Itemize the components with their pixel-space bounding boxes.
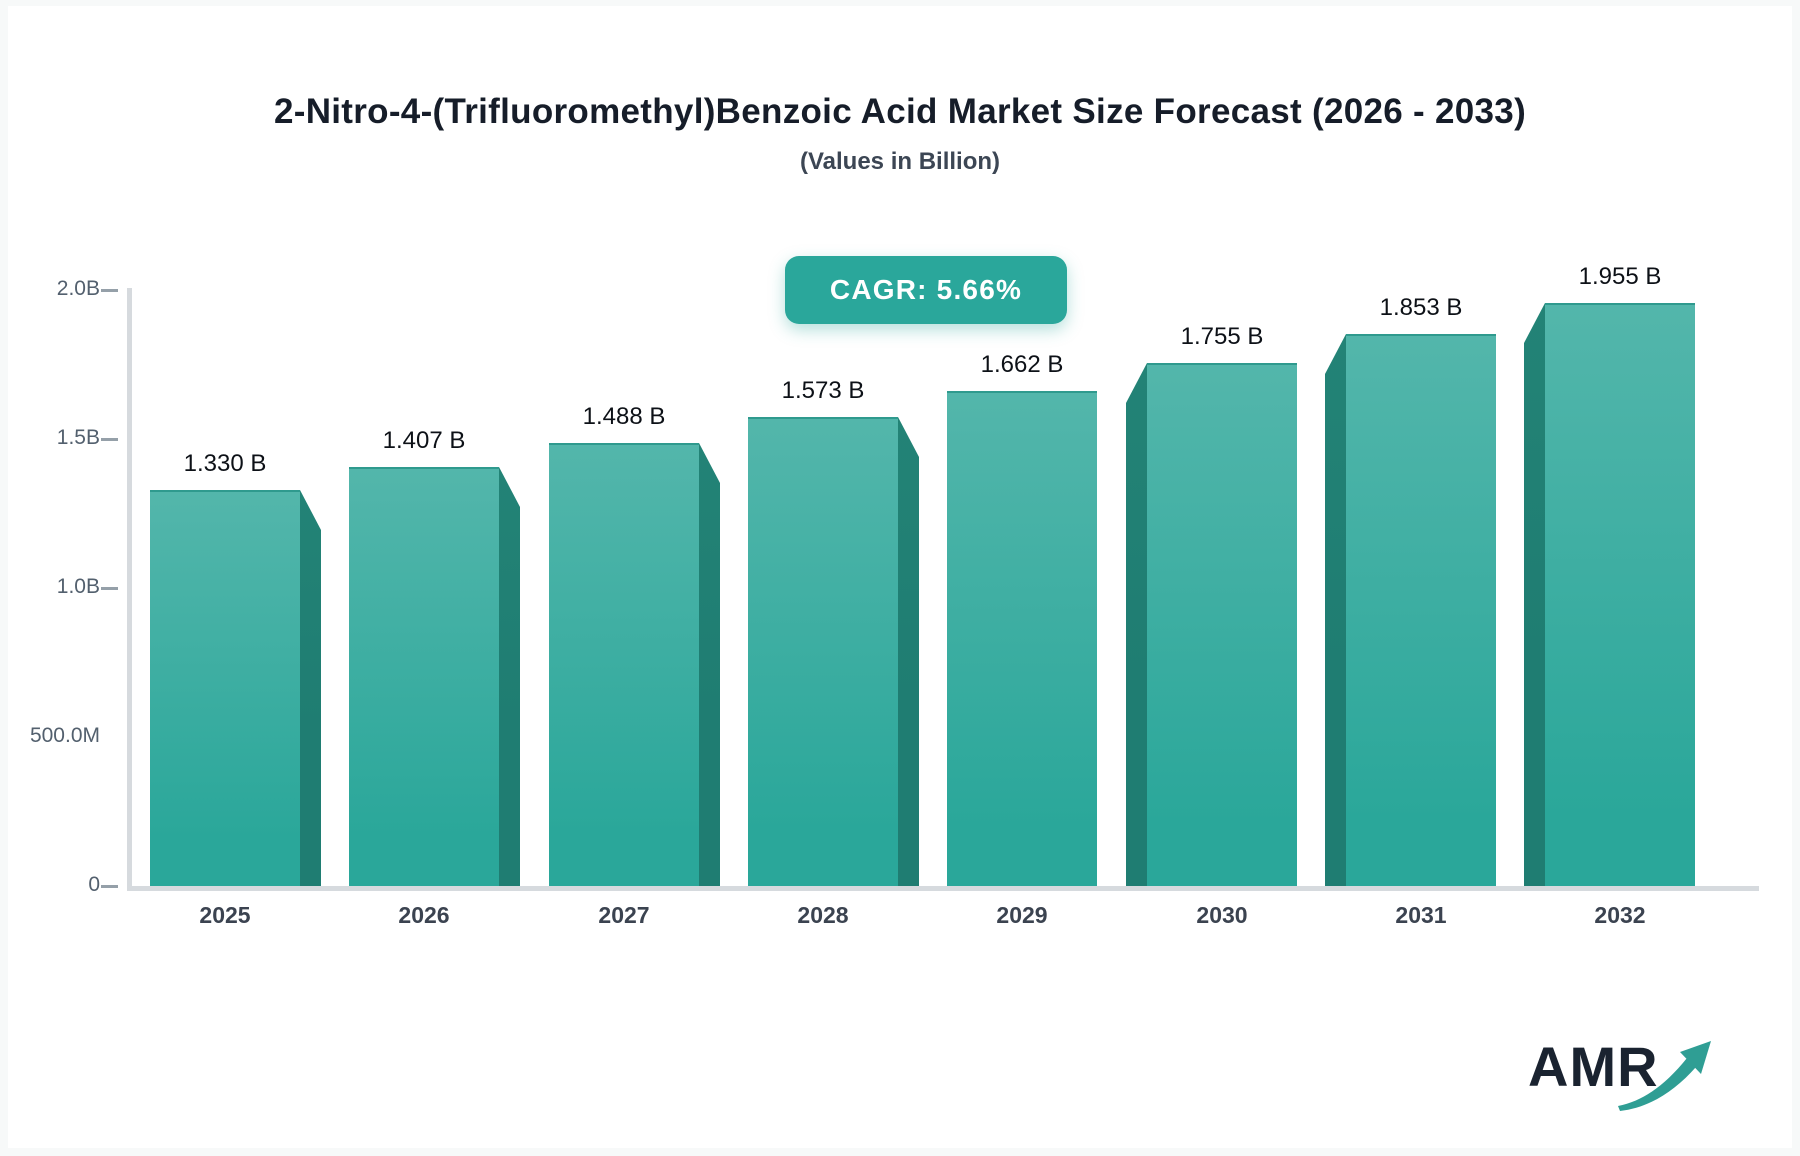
amr-logo-text: AMR [1528,1035,1659,1098]
x-axis-label-2028: 2028 [797,902,849,928]
y-axis-tick [101,885,118,888]
amr-logo-arrow-icon [1618,1041,1711,1111]
bar-2030[interactable] [1147,363,1297,886]
bar-side-2032 [1524,303,1545,886]
bar-side-2028 [898,417,919,886]
x-axis-label-2027: 2027 [598,902,650,928]
y-axis-label: 500.0M [29,724,100,747]
bar-value-label: 1.407 B [382,427,466,454]
y-axis-label: 2.0B [56,277,100,300]
x-axis-label-2031: 2031 [1395,902,1447,928]
x-axis-label-2029: 2029 [996,902,1048,928]
bar-value-label: 1.330 B [183,450,267,477]
bar-side-2025 [300,490,321,886]
bar-2029[interactable] [947,391,1097,886]
bar-side-2026 [499,467,520,886]
y-axis-tick [101,587,118,590]
y-axis-tick [101,438,118,441]
bar-side-2027 [699,443,720,886]
y-axis-line [127,288,132,891]
chart-subtitle: (Values in Billion) [799,148,1001,175]
y-axis-label: 0 [88,873,100,896]
bar-2028[interactable] [748,417,898,886]
bar-2025[interactable] [150,490,300,886]
bar-value-label: 1.755 B [1180,323,1264,350]
x-axis-label-2025: 2025 [199,902,251,928]
bar-2026[interactable] [349,467,499,886]
bar-value-label: 1.488 B [582,403,666,430]
y-axis-label: 1.0B [56,575,100,598]
bar-value-label: 1.662 B [980,351,1064,378]
y-axis-tick [101,289,118,292]
bar-side-2031 [1325,334,1346,886]
bar-value-label: 1.853 B [1379,294,1463,321]
bar-2031[interactable] [1346,334,1496,886]
bar-2032[interactable] [1545,303,1695,886]
x-axis-line [127,886,1759,891]
amr-logo: AMR [1528,1034,1718,1114]
x-axis-label-2026: 2026 [398,902,450,928]
bar-2027[interactable] [549,443,699,886]
x-axis-label-2032: 2032 [1594,902,1646,928]
bar-value-label: 1.573 B [781,377,865,404]
x-axis-label-2030: 2030 [1196,902,1248,928]
y-axis-label: 1.5B [56,426,100,449]
cagr-badge: CAGR: 5.66% [785,256,1067,324]
chart-title: 2-Nitro-4-(Trifluoromethyl)Benzoic Acid … [273,92,1527,131]
bar-side-2030 [1126,363,1147,886]
bar-value-label: 1.955 B [1578,263,1662,290]
